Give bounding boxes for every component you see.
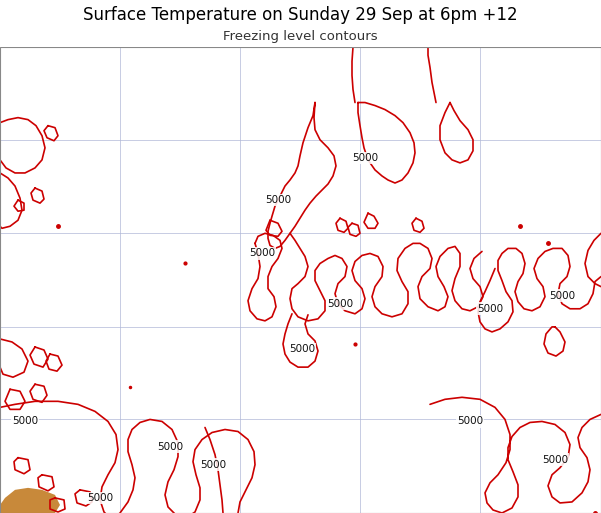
Text: 5000: 5000 bbox=[157, 442, 183, 451]
Text: 5000: 5000 bbox=[457, 417, 483, 426]
Text: 5000: 5000 bbox=[87, 493, 113, 503]
Text: 5000: 5000 bbox=[477, 304, 503, 314]
Text: 5000: 5000 bbox=[352, 153, 378, 163]
Text: 5000: 5000 bbox=[289, 344, 315, 354]
Text: Surface Temperature on Sunday 29 Sep at 6pm +12: Surface Temperature on Sunday 29 Sep at … bbox=[83, 6, 518, 24]
Text: 5000: 5000 bbox=[549, 291, 575, 301]
Text: 5000: 5000 bbox=[200, 460, 226, 470]
Text: 5000: 5000 bbox=[327, 299, 353, 309]
Text: Freezing level contours: Freezing level contours bbox=[223, 30, 378, 43]
Polygon shape bbox=[0, 488, 60, 513]
Text: 5000: 5000 bbox=[12, 417, 38, 426]
Text: 5000: 5000 bbox=[265, 195, 291, 205]
Text: 5000: 5000 bbox=[249, 248, 275, 259]
Text: 5000: 5000 bbox=[542, 455, 568, 465]
